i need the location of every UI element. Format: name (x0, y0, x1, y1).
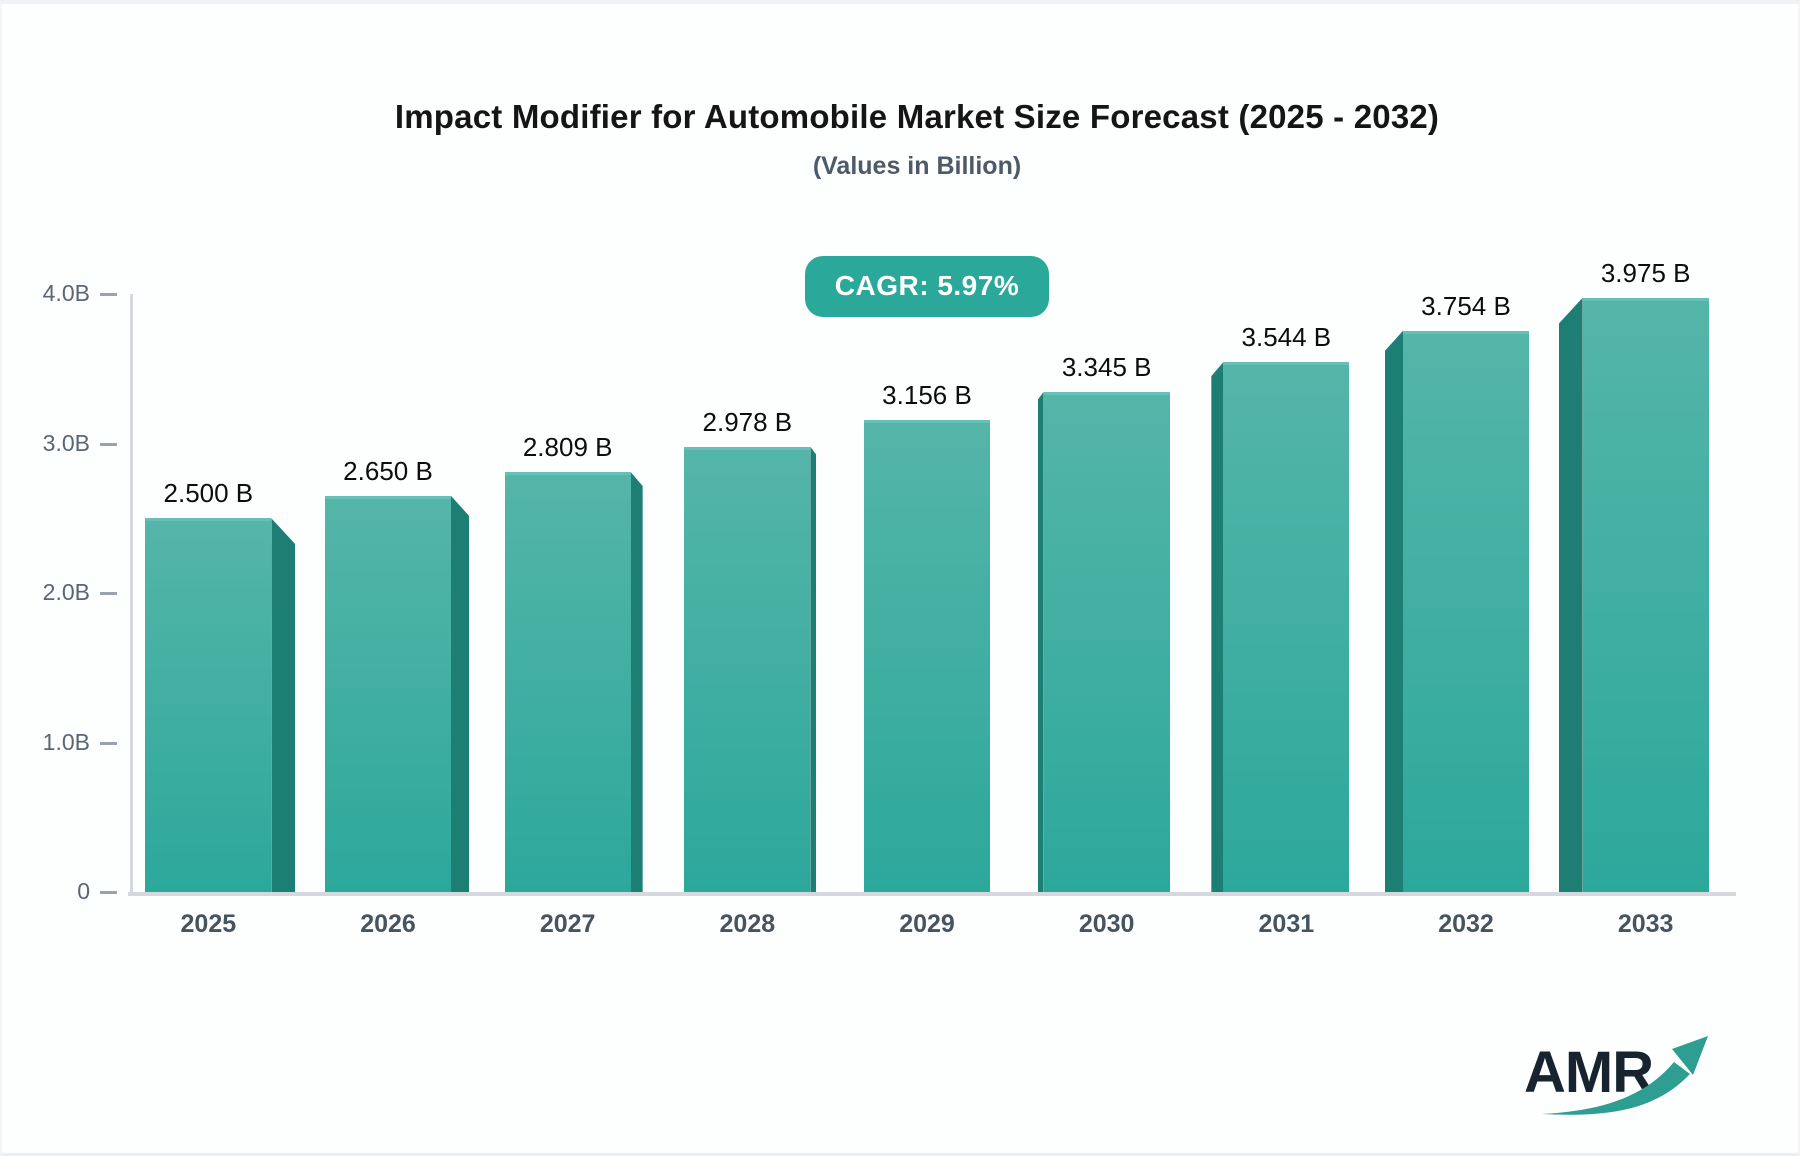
x-axis-label: 2025 (180, 910, 237, 938)
cagr-badge: CAGR: 5.97% (804, 256, 1050, 317)
bar-3d-side (451, 495, 469, 892)
y-tick-mark (100, 592, 117, 595)
bar-3d-side (1211, 362, 1224, 892)
cagr-badge-wrap: CAGR: 5.97% (132, 256, 1722, 317)
bar-value-label: 2.500 B (163, 478, 254, 509)
bar-value-label: 2.809 B (522, 432, 613, 463)
y-axis-line (130, 294, 133, 895)
bar-value-label: 3.345 B (1061, 351, 1152, 382)
y-tick-label: 4.0B (42, 280, 90, 306)
bar (1223, 362, 1350, 892)
bar-3d-side (271, 518, 296, 892)
growth-arrow-icon (1542, 1036, 1708, 1115)
bar-value-label: 3.754 B (1421, 290, 1511, 321)
bar (1043, 391, 1170, 892)
x-axis-label: 2026 (360, 910, 416, 938)
y-tick-label: 3.0B (42, 429, 90, 456)
y-tick-mark (100, 891, 117, 894)
page-title: Impact Modifier for Automobile Market Si… (394, 98, 1440, 135)
x-axis-label: 2033 (1617, 910, 1674, 938)
bar-value-label: 3.544 B (1241, 322, 1332, 353)
bar-value-label: 3.975 B (1600, 257, 1691, 288)
y-tick-label: 2.0B (42, 579, 90, 605)
bar-3d-side (630, 472, 643, 892)
y-tick-label: 1.0B (42, 728, 90, 755)
x-axis-label: 2029 (899, 910, 955, 938)
x-axis-label: 2030 (1078, 910, 1135, 938)
y-tick-mark (100, 741, 117, 745)
bar (1582, 297, 1709, 892)
bar (864, 420, 990, 892)
plot-area: 4.0B 3.0B 2.0B 1.0B 0 2.500 B 2025 2.650 B 2026 2… (2, 4, 1798, 1153)
amr-logo: AMR (1524, 1036, 1708, 1115)
bar-3d-side (810, 446, 817, 892)
bar (145, 518, 272, 892)
y-tick-mark (100, 442, 117, 446)
bar-3d-side (1558, 297, 1583, 892)
x-axis-line (128, 892, 1736, 896)
bar (504, 472, 631, 892)
bar-3d-side (1037, 391, 1044, 892)
bar-value-label: 2.978 B (702, 406, 793, 437)
bar (684, 446, 811, 892)
x-axis-label: 2028 (719, 910, 776, 938)
bar (325, 495, 451, 892)
y-tick-mark (100, 293, 117, 296)
bar (1403, 330, 1529, 892)
amr-logo-text: AMR (1524, 1040, 1653, 1105)
bar-value-label: 2.650 B (343, 455, 433, 486)
bar-value-label: 3.156 B (882, 380, 972, 411)
chart-subtitle: (Values in Billion) (812, 152, 1022, 180)
x-axis-label: 2027 (539, 910, 596, 938)
bar-3d-side (1385, 330, 1403, 892)
y-tick-label: 0 (77, 878, 90, 904)
x-axis-label: 2032 (1438, 910, 1494, 938)
x-axis-label: 2031 (1258, 910, 1315, 938)
